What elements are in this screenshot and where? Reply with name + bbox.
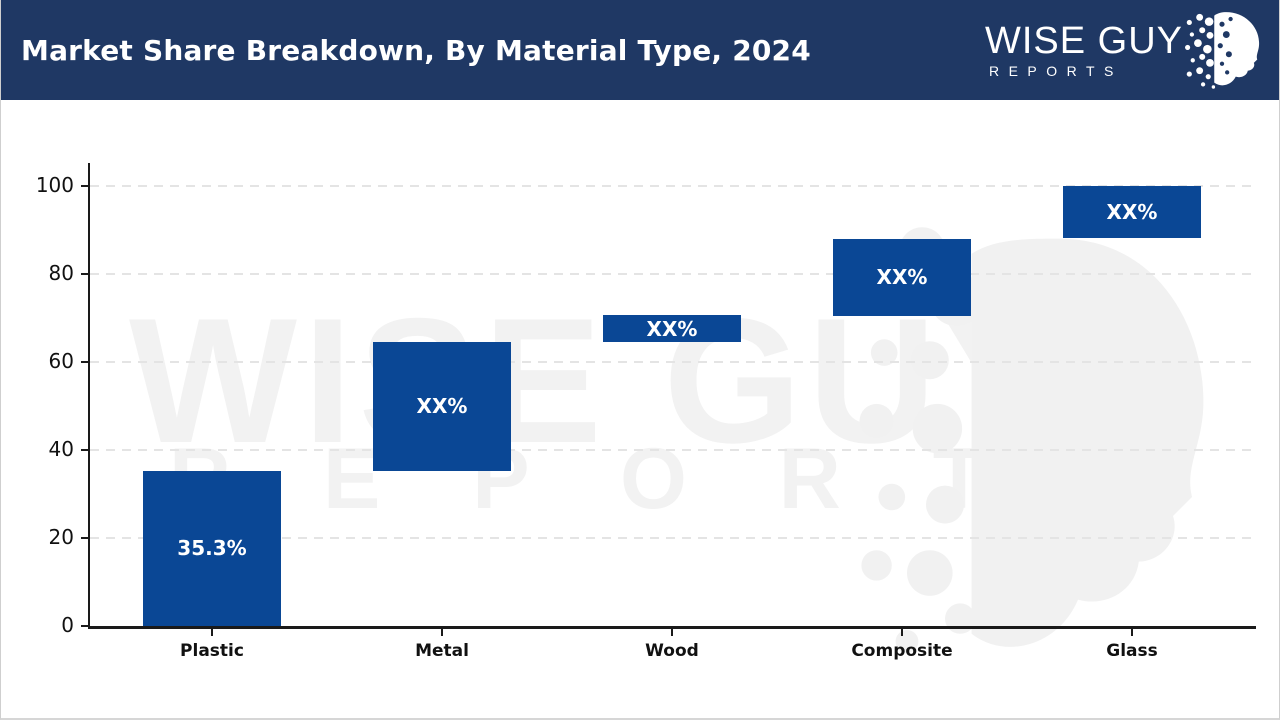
category-label: Metal: [415, 641, 469, 661]
logo-subtitle: REPORTS: [988, 62, 1123, 79]
y-tick: [81, 625, 90, 627]
gridline: [90, 449, 1256, 451]
bar-value-label: XX%: [416, 394, 468, 419]
dotted-head-icon: [1185, 12, 1260, 89]
x-tick: [211, 628, 213, 636]
grid-layer: 0 20 40 60 80 100 Plastic Metal Wood Composite Gla…: [1, 100, 1280, 720]
y-tick: [81, 449, 90, 451]
x-tick: [671, 628, 673, 636]
wise-guy-logo: WISE GUY REPORTS: [985, 7, 1265, 93]
bar-plastic: 35.3%: [143, 470, 281, 626]
y-tick: [81, 361, 90, 363]
bar-value-label: XX%: [646, 316, 698, 341]
gridline: [90, 537, 1256, 539]
x-tick: [441, 628, 443, 636]
plot-area: 35.3% XX% XX% XX% XX%: [1, 100, 1280, 720]
gridline: [90, 361, 1256, 363]
x-axis: [88, 626, 1256, 629]
gridline: [90, 273, 1256, 275]
header-banner: Market Share Breakdown, By Material Type…: [1, 0, 1279, 100]
bar-value-label: XX%: [1106, 199, 1158, 224]
y-tick-label: 100: [35, 173, 74, 197]
y-tick: [81, 537, 90, 539]
waterfall-chart: WISE GUY R E P O R T S 0 20 40 60 80 100 Plast…: [1, 100, 1280, 720]
logo-wordmark: WISE GUY: [984, 19, 1183, 62]
category-label: Wood: [645, 641, 699, 661]
bar-composite: XX%: [833, 238, 971, 316]
y-tick-label: 80: [48, 261, 74, 285]
y-tick-label: 0: [61, 613, 74, 637]
bar-glass: XX%: [1063, 186, 1201, 238]
y-axis: [88, 163, 90, 628]
y-tick-label: 20: [48, 525, 74, 549]
y-tick: [81, 185, 90, 187]
bar-value-label: 35.3%: [177, 536, 247, 561]
y-tick-label: 60: [48, 349, 74, 373]
y-tick-label: 40: [48, 437, 74, 461]
bar-metal: XX%: [373, 342, 511, 471]
gridline: [90, 185, 1256, 187]
bar-wood: XX%: [603, 314, 741, 343]
category-label: Plastic: [180, 641, 244, 661]
page-title: Market Share Breakdown, By Material Type…: [21, 33, 811, 67]
bar-value-label: XX%: [876, 265, 928, 290]
y-tick: [81, 273, 90, 275]
logo-text: WISE GUY REPORTS: [985, 22, 1183, 79]
